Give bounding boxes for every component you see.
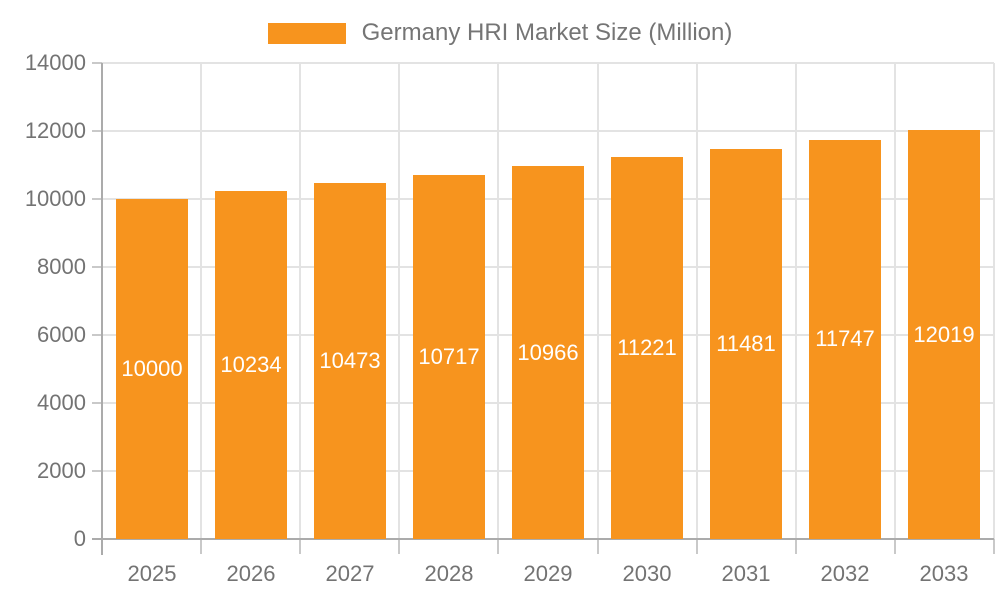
x-axis-label: 2031	[721, 561, 771, 586]
bar-value-label: 10717	[418, 344, 480, 369]
y-axis-label: 0	[73, 526, 86, 551]
bar-2030	[611, 157, 683, 539]
bar-2032	[809, 140, 881, 539]
x-gridline	[299, 63, 301, 539]
x-axis-label: 2025	[127, 561, 177, 586]
y-axis-tick	[92, 470, 102, 472]
bar-2029	[512, 166, 584, 539]
bar-value-label: 10966	[517, 340, 579, 365]
bar-2026	[215, 191, 287, 539]
x-gridline	[398, 63, 400, 539]
y-axis-label: 14000	[24, 50, 86, 75]
legend-label: Germany HRI Market Size (Million)	[361, 19, 733, 46]
bar-value-label: 12019	[913, 322, 975, 347]
x-axis-label: 2032	[820, 561, 870, 586]
x-axis-label: 2033	[919, 561, 969, 586]
x-gridline	[993, 63, 995, 539]
x-axis-label: 2030	[622, 561, 672, 586]
y-axis-label: 4000	[37, 390, 86, 415]
y-gridline	[102, 62, 994, 64]
legend-swatch	[267, 22, 346, 44]
y-axis-line	[101, 63, 103, 555]
y-axis-label: 8000	[37, 254, 86, 279]
bar-2033	[908, 130, 980, 539]
y-axis-tick	[92, 198, 102, 200]
bar-value-label: 11747	[815, 326, 875, 351]
y-axis-label: 10000	[24, 186, 86, 211]
x-axis-tick	[398, 539, 400, 554]
x-gridline	[894, 63, 896, 539]
x-axis-label: 2029	[523, 561, 573, 586]
x-axis-tick	[993, 539, 995, 554]
x-axis-tick	[497, 539, 499, 554]
x-axis-tick	[696, 539, 698, 554]
bar-2027	[314, 183, 386, 539]
x-axis-label: 2028	[424, 561, 474, 586]
x-axis-line	[92, 538, 994, 540]
x-gridline	[597, 63, 599, 539]
y-axis-label: 6000	[37, 322, 86, 347]
x-axis-label: 2027	[325, 561, 375, 586]
x-gridline	[696, 63, 698, 539]
legend-item[interactable]: Germany HRI Market Size (Million)	[0, 14, 1000, 52]
y-axis-tick	[92, 334, 102, 336]
x-axis-tick	[299, 539, 301, 554]
bar-value-label: 10000	[121, 356, 183, 381]
bar-2028	[413, 175, 485, 539]
x-gridline	[200, 63, 202, 539]
y-axis-tick	[92, 266, 102, 268]
y-axis-tick	[92, 402, 102, 404]
x-axis-label: 2026	[226, 561, 276, 586]
x-axis-tick	[894, 539, 896, 554]
x-gridline	[497, 63, 499, 539]
y-axis-label: 12000	[24, 118, 86, 143]
x-axis-tick	[200, 539, 202, 554]
y-axis-tick	[92, 130, 102, 132]
bar-value-label: 10473	[319, 348, 381, 373]
x-gridline	[795, 63, 797, 539]
bar-2025	[116, 199, 188, 539]
y-axis-label: 2000	[37, 458, 86, 483]
bar-value-label: 11481	[716, 331, 776, 356]
x-axis-tick	[795, 539, 797, 554]
y-axis-tick	[92, 62, 102, 64]
x-axis-tick	[597, 539, 599, 554]
y-gridline	[102, 130, 994, 132]
bar-value-label: 11221	[617, 335, 677, 360]
bar-value-label: 10234	[220, 352, 282, 377]
bar-2031	[710, 149, 782, 539]
